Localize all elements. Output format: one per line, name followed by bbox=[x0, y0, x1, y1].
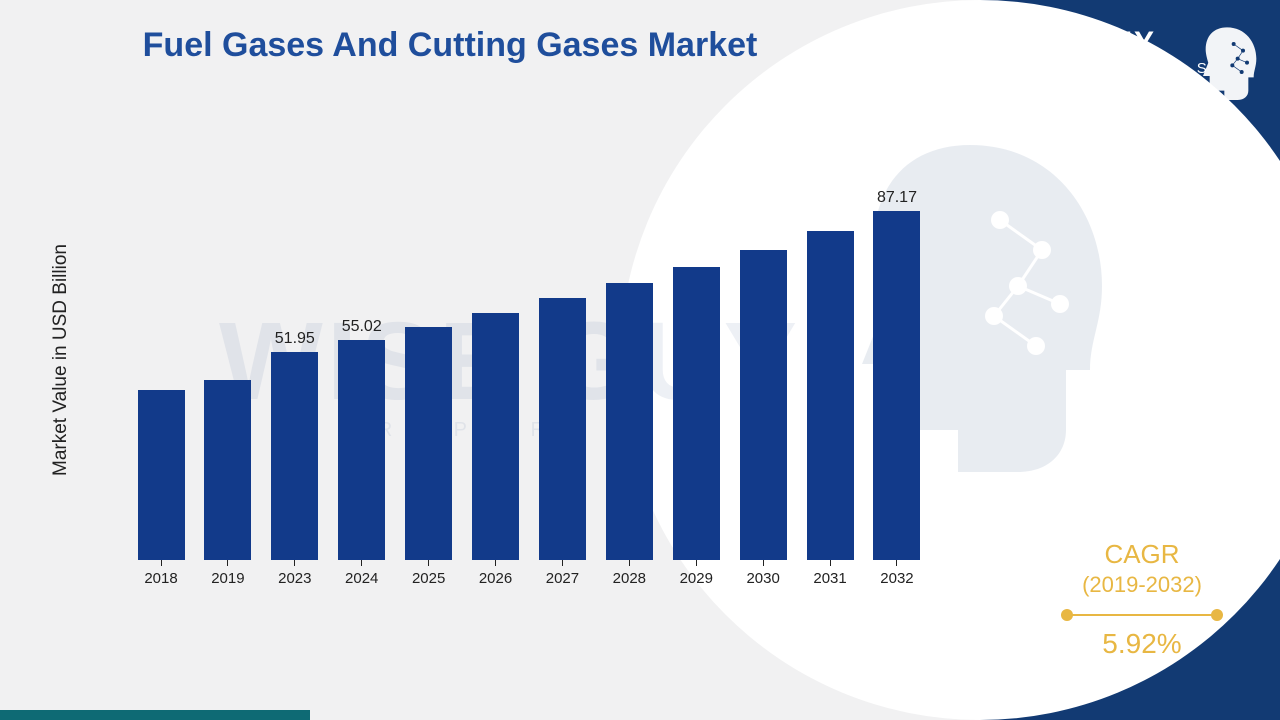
bar bbox=[539, 298, 586, 560]
x-tick-label: 2032 bbox=[880, 570, 913, 587]
bar-column bbox=[195, 358, 261, 560]
x-tick: 2023 bbox=[262, 560, 328, 587]
x-tick-label: 2026 bbox=[479, 570, 512, 587]
bar-value-label: 51.95 bbox=[275, 330, 315, 348]
x-tick: 2030 bbox=[730, 560, 796, 587]
cagr-divider-dot-right bbox=[1211, 609, 1223, 621]
x-tick-label: 2023 bbox=[278, 570, 311, 587]
bar bbox=[204, 380, 251, 560]
bar-column: 55.02 bbox=[329, 318, 395, 560]
x-tick-label: 2029 bbox=[680, 570, 713, 587]
bar bbox=[405, 327, 452, 560]
bar-column bbox=[463, 291, 529, 560]
bar bbox=[673, 267, 720, 560]
x-tick-label: 2019 bbox=[211, 570, 244, 587]
x-tick: 2024 bbox=[329, 560, 395, 587]
x-tick: 2031 bbox=[797, 560, 863, 587]
bar bbox=[138, 390, 185, 560]
cagr-panel: CAGR (2019-2032) 5.92% bbox=[1042, 539, 1242, 660]
x-tick-label: 2030 bbox=[746, 570, 779, 587]
bar-value-label: 55.02 bbox=[342, 318, 382, 336]
bar-column bbox=[596, 261, 662, 560]
cagr-divider-dot-left bbox=[1061, 609, 1073, 621]
bar bbox=[338, 340, 385, 560]
bar-value-label: 87.17 bbox=[877, 189, 917, 207]
bars-container: 51.95 55.02 87.17 bbox=[128, 160, 930, 560]
bar-column: 51.95 bbox=[262, 330, 328, 560]
bottom-accent-bar bbox=[0, 710, 310, 720]
cagr-value: 5.92% bbox=[1042, 628, 1242, 660]
x-tick: 2028 bbox=[596, 560, 662, 587]
cagr-title: CAGR bbox=[1042, 539, 1242, 570]
cagr-range: (2019-2032) bbox=[1042, 572, 1242, 598]
bar bbox=[472, 313, 519, 560]
x-tick: 2019 bbox=[195, 560, 261, 587]
bar-column bbox=[529, 276, 595, 560]
bar bbox=[606, 283, 653, 560]
x-tick-label: 2018 bbox=[144, 570, 177, 587]
x-tick: 2032 bbox=[864, 560, 930, 587]
x-tick: 2018 bbox=[128, 560, 194, 587]
bar-column: 87.17 bbox=[864, 189, 930, 560]
bar bbox=[807, 231, 854, 560]
x-tick: 2029 bbox=[663, 560, 729, 587]
x-tick: 2027 bbox=[529, 560, 595, 587]
x-tick: 2026 bbox=[463, 560, 529, 587]
bar-column bbox=[396, 305, 462, 560]
x-ticks: 2018 2019 2023 2024 2025 2026 2027 2028 2029 2030… bbox=[128, 560, 930, 587]
bar bbox=[873, 211, 920, 560]
plot-area: 51.9555.0287.17 201820192023202420252026… bbox=[128, 160, 930, 560]
x-tick-label: 2025 bbox=[412, 570, 445, 587]
bar bbox=[271, 352, 318, 560]
bar-column bbox=[128, 368, 194, 560]
bar bbox=[740, 250, 787, 560]
chart-area: Market Value in USD Billion 51.95 55.02 87… bbox=[50, 160, 930, 600]
x-tick-label: 2027 bbox=[546, 570, 579, 587]
x-tick-label: 2024 bbox=[345, 570, 378, 587]
chart-title: Fuel Gases And Cutting Gases Market bbox=[0, 26, 900, 65]
brand-head-icon bbox=[1192, 24, 1262, 104]
x-tick: 2025 bbox=[396, 560, 462, 587]
bar-column bbox=[663, 245, 729, 560]
x-tick-label: 2028 bbox=[613, 570, 646, 587]
figure-root: WISE GUY REPORTS Fuel Gases And Cutting … bbox=[0, 0, 1280, 720]
bar-column bbox=[797, 209, 863, 560]
cagr-divider bbox=[1067, 614, 1217, 616]
x-tick-label: 2031 bbox=[813, 570, 846, 587]
bar-column bbox=[730, 228, 796, 560]
y-axis-label: Market Value in USD Billion bbox=[50, 160, 72, 560]
